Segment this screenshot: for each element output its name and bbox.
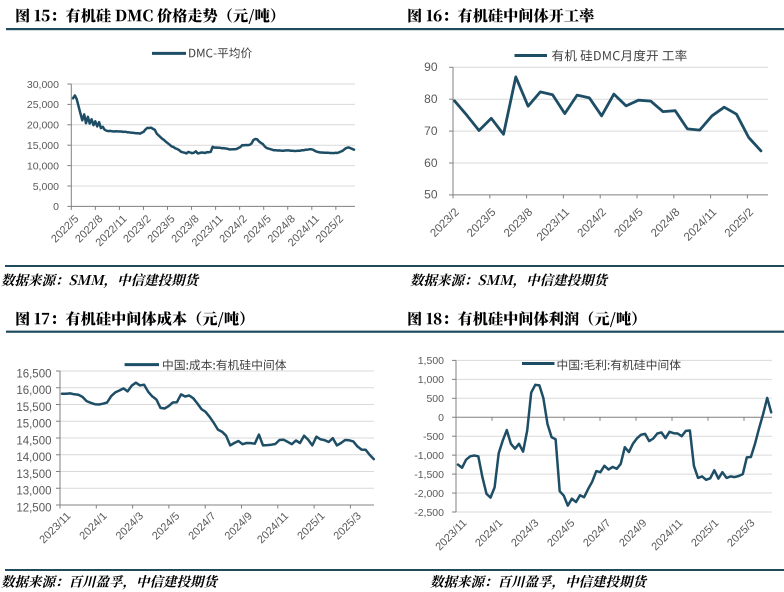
svg-text:2024/7: 2024/7 <box>186 510 218 542</box>
svg-text:5,000: 5,000 <box>33 181 59 193</box>
svg-text:-500: -500 <box>423 431 444 443</box>
svg-text:2025/2: 2025/2 <box>723 206 756 239</box>
svg-text:-2,500: -2,500 <box>414 507 444 519</box>
svg-text:50: 50 <box>424 188 438 202</box>
svg-text:15,000: 15,000 <box>16 419 51 431</box>
svg-text:15,000: 15,000 <box>27 140 59 152</box>
svg-text:25,000: 25,000 <box>27 99 59 111</box>
svg-text:2024/1: 2024/1 <box>473 517 505 549</box>
svg-text:2025/1: 2025/1 <box>689 517 721 549</box>
svg-text:70: 70 <box>424 124 438 138</box>
svg-text:0: 0 <box>438 412 444 424</box>
svg-text:13,000: 13,000 <box>16 486 51 498</box>
svg-text:2024/5: 2024/5 <box>545 517 577 549</box>
svg-text:10,000: 10,000 <box>27 160 59 172</box>
svg-text:20,000: 20,000 <box>27 120 59 132</box>
svg-text:0: 0 <box>53 201 59 213</box>
svg-text:1,500: 1,500 <box>418 355 444 367</box>
svg-text:2024/7: 2024/7 <box>581 517 613 549</box>
svg-text:14,000: 14,000 <box>16 452 51 464</box>
svg-text:2025/2: 2025/2 <box>314 213 346 245</box>
svg-text:60: 60 <box>424 156 438 170</box>
svg-text:1,000: 1,000 <box>418 374 444 386</box>
svg-text:2025/3: 2025/3 <box>332 510 364 542</box>
svg-text:500: 500 <box>426 393 444 405</box>
svg-text:2023/5: 2023/5 <box>465 206 498 239</box>
svg-text:2023/11: 2023/11 <box>433 517 469 553</box>
svg-text:2025/1: 2025/1 <box>295 510 327 542</box>
svg-text:2023/11: 2023/11 <box>535 206 572 243</box>
svg-text:2024/11: 2024/11 <box>682 206 719 243</box>
svg-text:14,500: 14,500 <box>16 435 51 447</box>
svg-text:90: 90 <box>424 60 438 74</box>
svg-text:2024/1: 2024/1 <box>77 510 109 542</box>
svg-text:2024/11: 2024/11 <box>649 517 685 553</box>
svg-text:2023/11: 2023/11 <box>37 510 73 546</box>
svg-text:-1,500: -1,500 <box>414 469 444 481</box>
svg-text:16,500: 16,500 <box>16 368 51 380</box>
svg-text:2023/8: 2023/8 <box>502 206 535 239</box>
svg-text:15,500: 15,500 <box>16 402 51 414</box>
svg-text:2024/9: 2024/9 <box>223 510 255 542</box>
svg-text:2024/5: 2024/5 <box>150 510 182 542</box>
svg-text:13,500: 13,500 <box>16 469 51 481</box>
svg-text:2024/5: 2024/5 <box>612 206 645 239</box>
svg-text:2024/3: 2024/3 <box>114 510 146 542</box>
svg-text:2024/8: 2024/8 <box>649 206 682 239</box>
svg-text:2024/3: 2024/3 <box>509 517 541 549</box>
svg-text:2023/2: 2023/2 <box>428 206 461 239</box>
svg-text:30,000: 30,000 <box>27 79 59 91</box>
svg-text:80: 80 <box>424 92 438 106</box>
svg-text:2024/2: 2024/2 <box>576 206 609 239</box>
svg-text:16,000: 16,000 <box>16 385 51 397</box>
svg-text:12,500: 12,500 <box>16 502 51 514</box>
svg-text:2024/11: 2024/11 <box>255 510 291 546</box>
svg-text:-1,000: -1,000 <box>414 450 444 462</box>
svg-text:2025/3: 2025/3 <box>725 517 757 549</box>
svg-text:2024/9: 2024/9 <box>617 517 649 549</box>
svg-text:-2,000: -2,000 <box>414 488 444 500</box>
